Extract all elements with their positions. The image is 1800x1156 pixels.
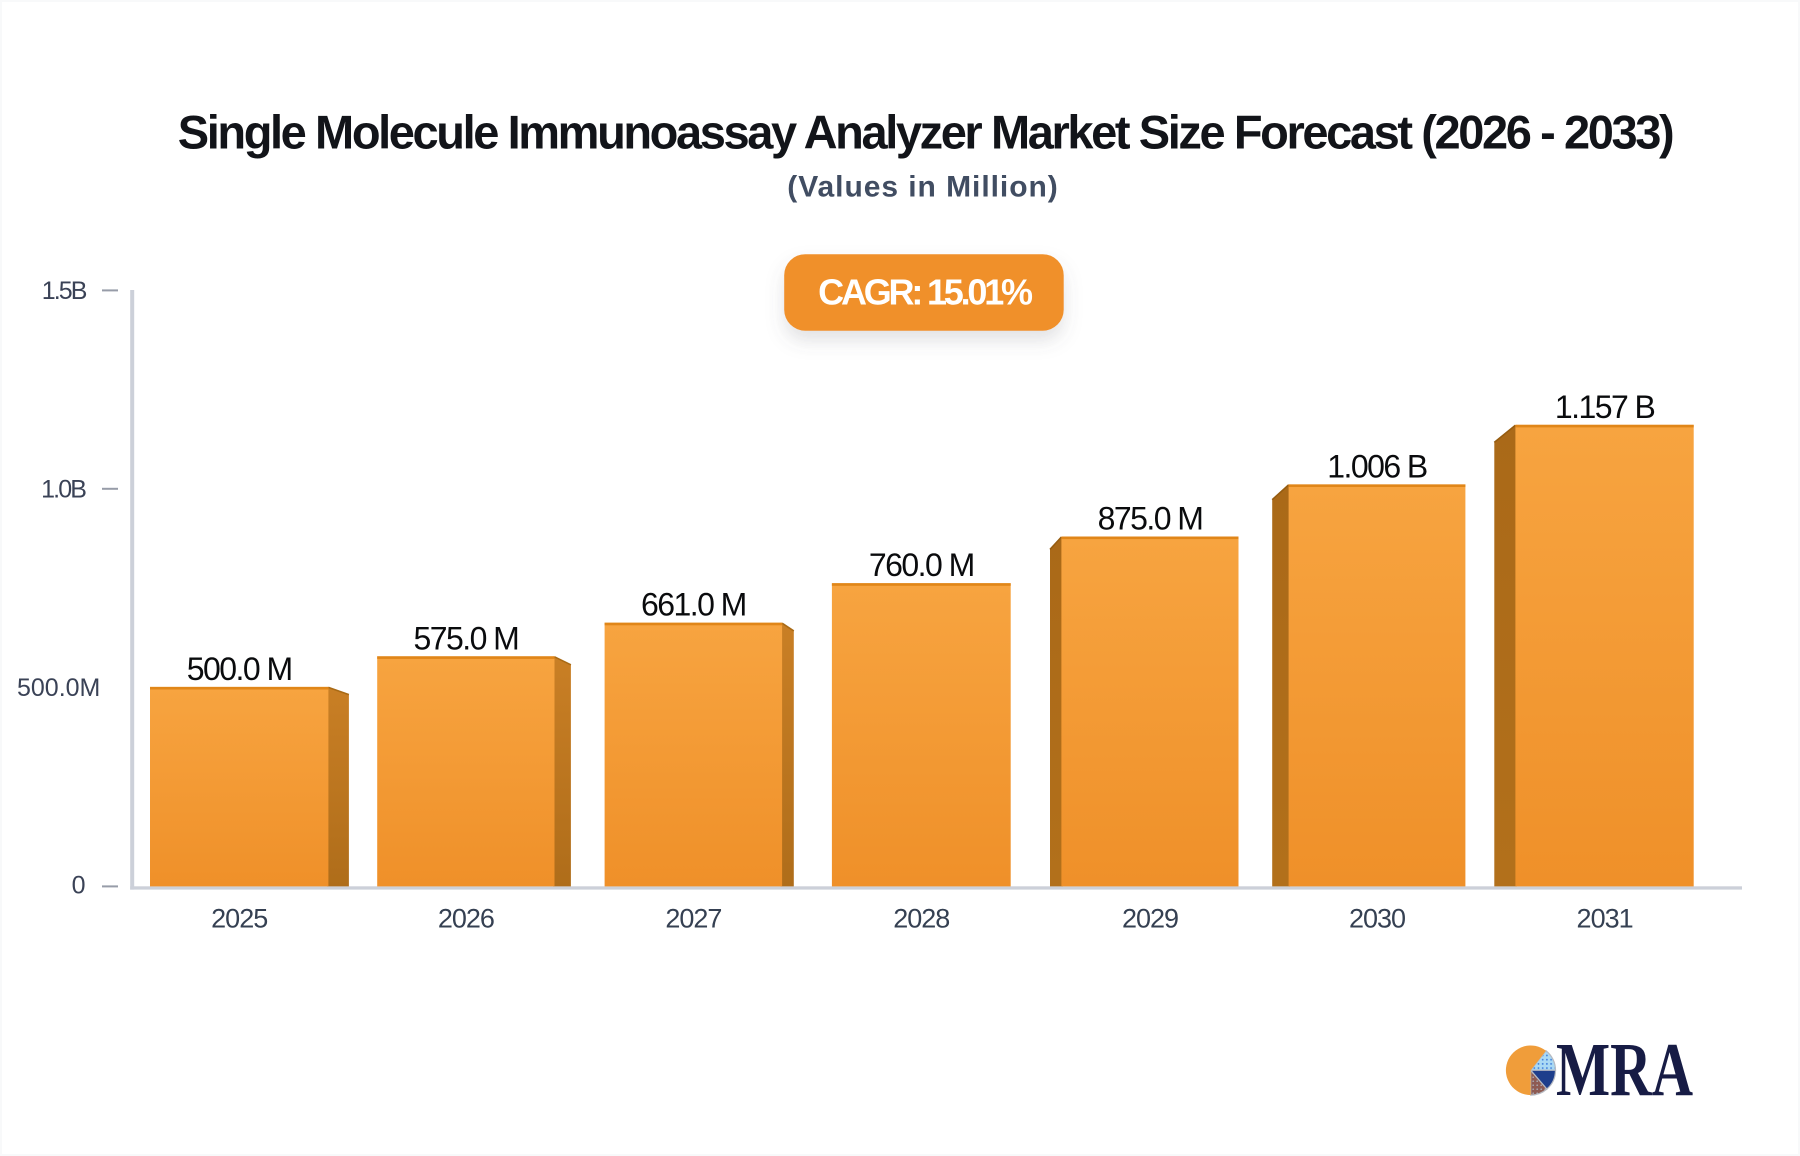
svg-text:2025: 2025	[211, 903, 267, 933]
svg-text:2030: 2030	[1349, 903, 1405, 933]
svg-text:0: 0	[72, 872, 86, 900]
svg-text:CAGR: 15.01%: CAGR: 15.01%	[818, 272, 1033, 313]
svg-text:500.0 M: 500.0 M	[187, 651, 292, 687]
svg-text:(Values in Million): (Values in Million)	[787, 171, 1058, 204]
svg-text:2031: 2031	[1577, 903, 1633, 933]
svg-text:760.0 M: 760.0 M	[869, 547, 974, 583]
svg-text:2029: 2029	[1122, 903, 1178, 933]
svg-text:Single Molecule Immunoassay An: Single Molecule Immunoassay Analyzer Mar…	[178, 106, 1673, 159]
svg-text:1.5B: 1.5B	[42, 277, 87, 305]
svg-text:2027: 2027	[665, 903, 721, 933]
svg-text:MRA: MRA	[1556, 1028, 1693, 1112]
svg-text:1.0B: 1.0B	[41, 476, 86, 504]
svg-text:500.0M: 500.0M	[17, 674, 100, 702]
svg-text:2026: 2026	[438, 903, 494, 933]
svg-text:661.0 M: 661.0 M	[641, 587, 746, 623]
svg-text:1.006 B: 1.006 B	[1327, 448, 1427, 484]
svg-text:575.0 M: 575.0 M	[414, 620, 519, 656]
svg-text:1.157 B: 1.157 B	[1555, 389, 1655, 425]
svg-text:875.0 M: 875.0 M	[1098, 501, 1203, 537]
svg-text:2028: 2028	[893, 903, 949, 933]
